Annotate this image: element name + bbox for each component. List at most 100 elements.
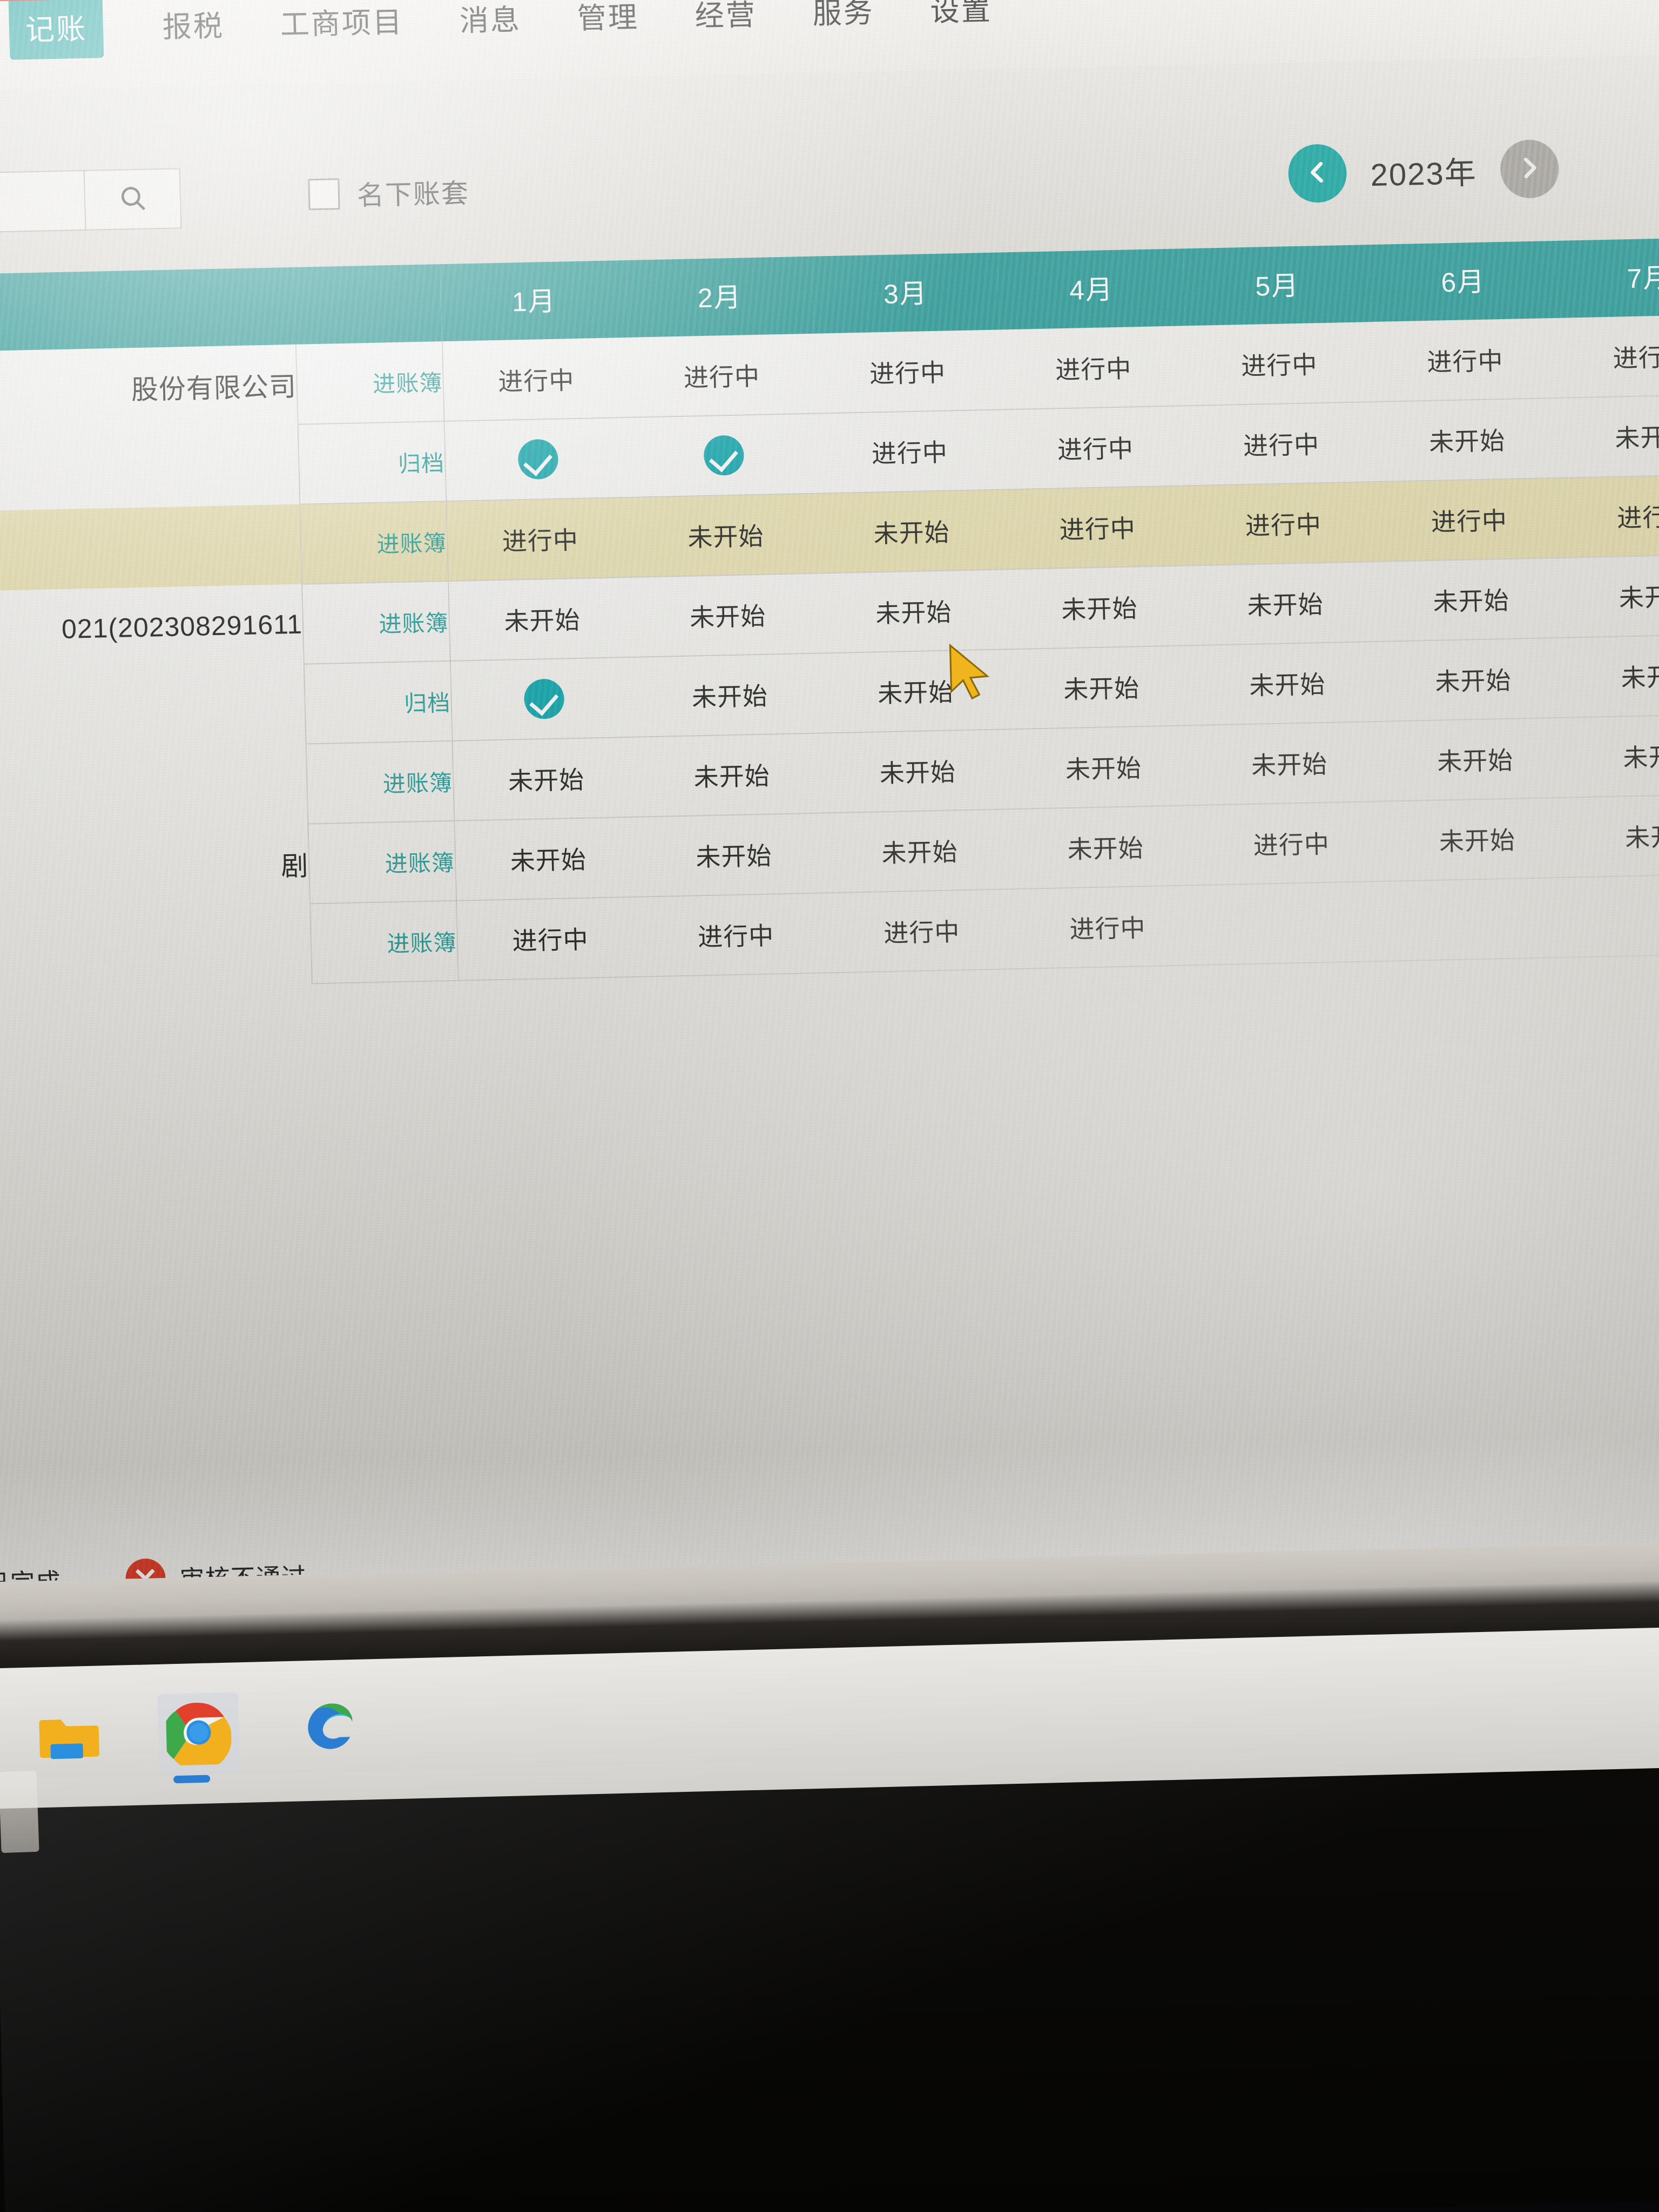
status-cell[interactable]: 未开始: [1381, 717, 1569, 801]
account-name-cell[interactable]: 股份有限公司: [0, 344, 298, 431]
search-button[interactable]: [83, 169, 181, 230]
account-name-cell[interactable]: [0, 744, 308, 831]
status-cell[interactable]: 未开始: [448, 577, 636, 661]
nav-tab-fuwu[interactable]: 服务: [812, 0, 875, 30]
status-cell[interactable]: 进行中: [827, 889, 1016, 973]
status-cell[interactable]: 未开始: [1193, 641, 1381, 726]
own-accountset-filter[interactable]: 名下账套: [308, 172, 470, 214]
status-cell[interactable]: 未开始: [1563, 554, 1659, 638]
account-subtype-cell[interactable]: 进账簿: [306, 740, 454, 824]
nav-tab-shezhi[interactable]: 设置: [929, 0, 993, 28]
search-input[interactable]: 客户助记...: [0, 181, 85, 224]
status-cell[interactable]: 未开始: [1195, 721, 1384, 806]
status-cell[interactable]: 进行中: [628, 333, 816, 417]
status-cell[interactable]: 未开始: [1565, 633, 1659, 718]
status-cell[interactable]: 进行中: [456, 896, 644, 981]
account-name-cell[interactable]: 021(202308291611: [0, 584, 304, 671]
chevron-right-icon: [1515, 153, 1545, 185]
status-cell[interactable]: 未开始: [639, 813, 828, 897]
status-cell[interactable]: 未开始: [1569, 793, 1659, 878]
account-subtype-cell[interactable]: 归档: [304, 660, 453, 744]
status-cell[interactable]: 进行中: [642, 893, 830, 977]
status-cell[interactable]: 进行中: [1003, 485, 1192, 570]
status-cell[interactable]: 未开始: [1009, 725, 1198, 810]
account-subtype-cell[interactable]: 进账簿: [300, 501, 448, 584]
status-cell[interactable]: 进行中: [1197, 801, 1386, 885]
edge-icon: [295, 1696, 361, 1765]
nav-tab-jizhang[interactable]: 记账: [8, 0, 104, 60]
status-cell[interactable]: 未开始: [819, 569, 1008, 653]
status-cell[interactable]: 未开始: [1373, 397, 1561, 482]
account-subtype-cell[interactable]: 进账簿: [310, 900, 458, 984]
account-name-cell[interactable]: [0, 664, 306, 751]
next-year-button[interactable]: [1500, 139, 1560, 199]
status-cell[interactable]: 进行中: [1185, 322, 1373, 406]
status-cell[interactable]: 未开始: [1011, 805, 1200, 889]
status-cell[interactable]: 进行中: [442, 337, 630, 422]
account-subtype-cell[interactable]: 进账簿: [308, 820, 456, 904]
status-cell[interactable]: 未开始: [1005, 565, 1193, 650]
taskbar-file-explorer[interactable]: [28, 1695, 111, 1778]
status-cell[interactable]: 进行中: [1189, 481, 1378, 566]
status-cell[interactable]: 未开始: [1377, 557, 1566, 642]
status-cell[interactable]: 未开始: [1559, 394, 1659, 478]
search-icon: [117, 183, 149, 216]
status-cell[interactable]: 进行中: [813, 329, 1002, 414]
status-cell[interactable]: 未开始: [1567, 713, 1659, 798]
status-cell[interactable]: 未开始: [636, 653, 824, 737]
own-accountset-checkbox[interactable]: [308, 178, 340, 211]
status-cell[interactable]: 进行中: [1001, 406, 1190, 490]
nav-tab-jingying[interactable]: 经营: [694, 0, 757, 32]
status-cell[interactable]: 进行中: [1371, 318, 1559, 402]
header-sub-column: [294, 261, 442, 345]
status-cell[interactable]: 未开始: [452, 737, 640, 821]
account-subtype-cell[interactable]: 进账簿: [295, 341, 444, 424]
status-cell[interactable]: [444, 417, 632, 502]
status-cell[interactable]: 未开始: [454, 817, 642, 901]
month-header-3: 3月: [811, 249, 1000, 334]
status-cell[interactable]: 未开始: [633, 573, 822, 657]
bezel-reflection: [0, 1741, 1659, 2212]
status-cell[interactable]: [630, 413, 818, 497]
status-cell[interactable]: 未开始: [638, 733, 826, 817]
status-cell[interactable]: 进行中: [1013, 885, 1202, 969]
status-cell[interactable]: 进行中: [1561, 474, 1659, 558]
status-cell[interactable]: 未开始: [1191, 561, 1379, 646]
status-cell[interactable]: 进行中: [1375, 477, 1563, 562]
account-name-cell[interactable]: 剧: [0, 824, 311, 911]
status-cell[interactable]: 未开始: [1007, 645, 1196, 730]
status-cell[interactable]: 进行中: [1557, 314, 1659, 398]
grid-body: 股份有限公司 进账簿 进行中 进行中 进行中 进行中 进行中 进行中 进行中 归档 进行中 进行中 进行…: [0, 314, 1659, 991]
status-cell[interactable]: 进行中: [999, 326, 1188, 410]
prev-year-button[interactable]: [1287, 143, 1347, 204]
status-cell[interactable]: 未开始: [824, 729, 1012, 813]
account-subtype-cell[interactable]: 归档: [298, 421, 446, 504]
status-cell[interactable]: [1199, 881, 1387, 965]
status-cell[interactable]: 进行中: [815, 409, 1004, 494]
status-cell[interactable]: [1571, 873, 1659, 957]
status-cell[interactable]: 未开始: [1383, 797, 1572, 881]
status-cell[interactable]: [1385, 877, 1574, 961]
taskbar-microsoft-edge[interactable]: [287, 1689, 370, 1772]
status-cell[interactable]: 未开始: [818, 489, 1006, 574]
year-label: 2023年: [1370, 155, 1478, 193]
account-name-cell[interactable]: [0, 903, 312, 991]
nav-tab-guanli[interactable]: 管理: [577, 1, 639, 35]
status-cell[interactable]: 进行中: [1187, 402, 1375, 486]
account-name-cell[interactable]: [0, 424, 300, 511]
status-cell[interactable]: 未开始: [826, 809, 1014, 893]
account-subtype-cell[interactable]: 进账簿: [302, 581, 450, 664]
nav-tab-gongshangxiangmu[interactable]: 工商项目: [280, 6, 404, 41]
check-circle-icon: [703, 435, 745, 476]
status-cell[interactable]: 未开始: [1379, 637, 1567, 721]
windows-taskbar: [0, 1626, 1659, 1809]
nav-tab-xiaoxi[interactable]: 消息: [459, 3, 522, 37]
nav-tab-baoshui[interactable]: 报税: [162, 9, 225, 44]
status-cell[interactable]: 未开始: [631, 493, 820, 577]
search-box[interactable]: 客户助记...: [0, 168, 182, 236]
status-cell[interactable]: [450, 657, 638, 741]
status-cell[interactable]: 进行中: [446, 497, 634, 581]
taskbar-google-chrome[interactable]: [157, 1692, 240, 1784]
account-name-cell[interactable]: [0, 504, 302, 591]
